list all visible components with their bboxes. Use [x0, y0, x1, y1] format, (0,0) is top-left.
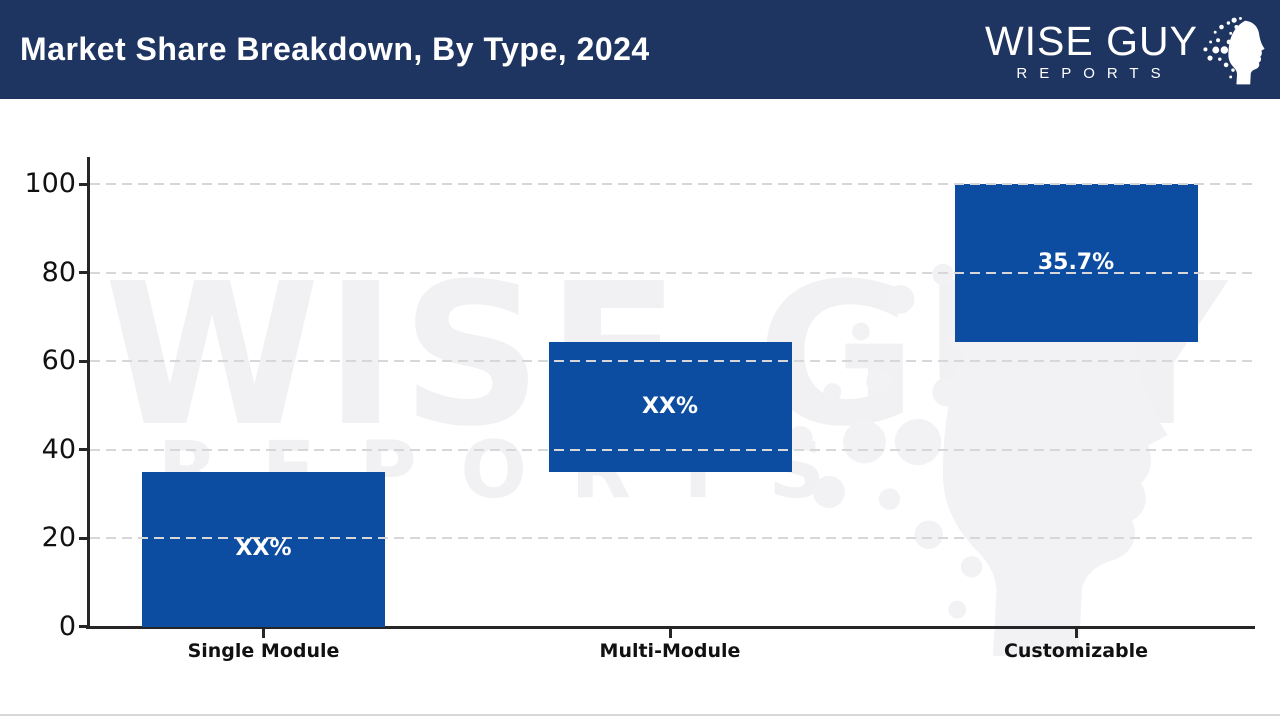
bar-value-label-multi-module: XX% — [642, 393, 698, 419]
brand-subtitle: REPORTS — [1016, 64, 1173, 82]
y-tick-mark-40 — [79, 448, 88, 451]
y-tick-label-100: 100 — [24, 168, 76, 199]
gridline-100 — [90, 183, 1254, 185]
gridline-20 — [90, 537, 1254, 539]
x-category-label-single-module: Single Module — [187, 640, 340, 662]
y-tick-mark-100 — [79, 182, 88, 186]
x-category-label-customizable: Customizable — [1003, 640, 1149, 662]
bottom-border-line — [0, 714, 1280, 716]
bar-value-label-single-module: XX% — [235, 536, 292, 562]
y-axis-line — [87, 157, 90, 628]
bar-value-label-customizable: 35.7% — [1037, 249, 1115, 275]
y-tick-label-40: 40 — [41, 433, 76, 465]
y-tick-label-80: 80 — [41, 256, 76, 288]
brand-name: WISE GUY — [984, 17, 1198, 64]
watermark-face-icon — [787, 236, 1168, 656]
header-bar: Market Share Breakdown, By Type, 2024 WI… — [0, 0, 1280, 99]
x-tick-mark-multi-module — [668, 629, 672, 638]
bar-customizable — [954, 184, 1198, 342]
brand-logo-text: WISE GUY REPORTS — [985, 19, 1198, 82]
gridline-60 — [90, 360, 1254, 362]
page-title: Market Share Breakdown, By Type, 2024 — [20, 31, 650, 67]
y-tick-label-0: 0 — [58, 610, 76, 642]
y-tick-mark-60 — [79, 359, 88, 363]
y-tick-mark-80 — [79, 271, 88, 274]
brand-logo: WISE GUY REPORTS — [985, 6, 1268, 94]
x-axis-line — [86, 626, 1255, 629]
x-tick-mark-single-module — [262, 629, 265, 638]
gridline-80 — [90, 271, 1254, 274]
y-tick-label-20: 20 — [41, 522, 76, 553]
x-category-label-multi-module: Multi-Module — [599, 640, 741, 662]
y-tick-mark-0 — [79, 625, 88, 628]
bar-single-module — [142, 471, 385, 627]
y-tick-label-60: 60 — [41, 345, 76, 376]
y-tick-mark-20 — [79, 536, 88, 540]
brand-face-icon — [1203, 17, 1265, 85]
x-tick-mark-customizable — [1074, 629, 1078, 638]
gridline-40 — [90, 448, 1254, 451]
